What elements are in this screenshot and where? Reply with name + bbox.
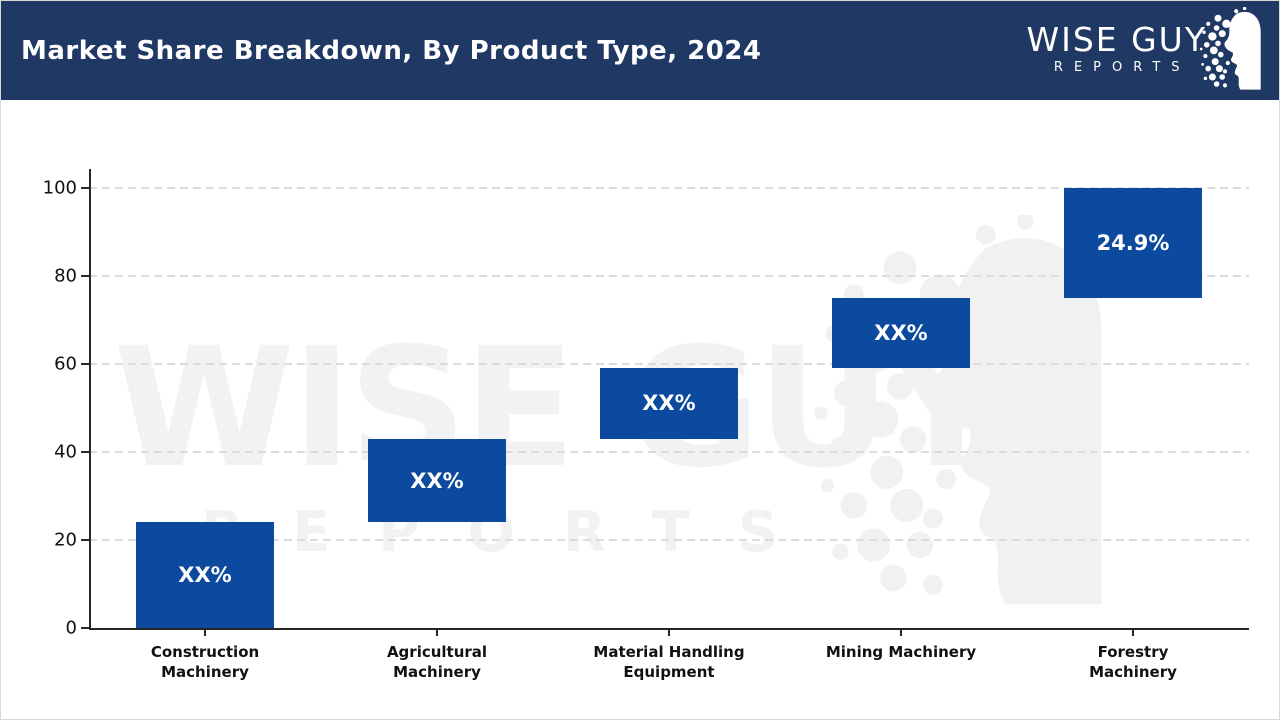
bar-value-label: XX% xyxy=(410,468,464,493)
ytick-label-20: 20 xyxy=(54,529,77,551)
ytick-label-60: 60 xyxy=(54,353,77,375)
ytick-label-40: 40 xyxy=(54,441,77,463)
xtick-mark-1 xyxy=(436,628,438,636)
ytick-mark-20 xyxy=(81,539,89,541)
bar-agricultural-machinery: XX% xyxy=(368,438,506,523)
bar-value-label: 24.9% xyxy=(1096,230,1170,255)
gridline-y20 xyxy=(89,539,1249,541)
chart-area: WISE GUY REPORTS 0 20 40 60 80 100 XX% Construc… xyxy=(1,100,1279,719)
category-label-3: Mining Machinery xyxy=(825,643,977,661)
header-bar: Market Share Breakdown, By Product Type,… xyxy=(1,1,1279,100)
ytick-mark-0 xyxy=(81,627,89,629)
watermark-text-line2: REPORTS xyxy=(201,500,827,565)
category-label-2: Material Handling Equipment xyxy=(593,643,745,681)
brand-logo-text: WISE GUY REPORTS xyxy=(1026,23,1207,75)
ytick-label-80: 80 xyxy=(54,265,77,287)
xtick-mark-0 xyxy=(204,628,206,636)
gridline-y40 xyxy=(89,451,1249,453)
ytick-label-100: 100 xyxy=(42,177,77,199)
gridline-y80 xyxy=(89,275,1249,277)
gridline-y100 xyxy=(89,187,1249,189)
category-label-4: Forestry Machinery xyxy=(1089,643,1177,681)
bar-material-handling-equipment: XX% xyxy=(600,367,738,439)
xtick-mark-4 xyxy=(1132,628,1134,636)
bar-construction-machinery: XX% xyxy=(136,522,274,628)
xtick-mark-3 xyxy=(900,628,902,636)
logo-face-icon xyxy=(1199,7,1261,90)
bar-value-label: XX% xyxy=(874,320,928,345)
bar-value-label: XX% xyxy=(178,563,232,588)
bar-value-label: XX% xyxy=(642,391,696,416)
category-label-0: Construction Machinery xyxy=(150,643,260,681)
xtick-mark-2 xyxy=(668,628,670,636)
ytick-mark-60 xyxy=(81,363,89,365)
bar-forestry-machinery: 24.9% xyxy=(1064,188,1202,298)
ytick-mark-100 xyxy=(81,187,89,189)
y-axis-line xyxy=(89,169,91,630)
brand-logo: WISE GUY REPORTS xyxy=(1026,7,1267,91)
category-label-1: Agricultural Machinery xyxy=(386,643,488,681)
logo-subtitle: REPORTS xyxy=(1053,59,1191,75)
bar-mining-machinery: XX% xyxy=(832,297,970,368)
ytick-label-0: 0 xyxy=(65,617,77,639)
ytick-mark-40 xyxy=(81,451,89,453)
logo-wordmark: WISE GUY xyxy=(1026,20,1207,60)
ytick-mark-80 xyxy=(81,275,89,277)
page-title: Market Share Breakdown, By Product Type,… xyxy=(21,35,762,66)
gridline-y60 xyxy=(89,363,1249,365)
